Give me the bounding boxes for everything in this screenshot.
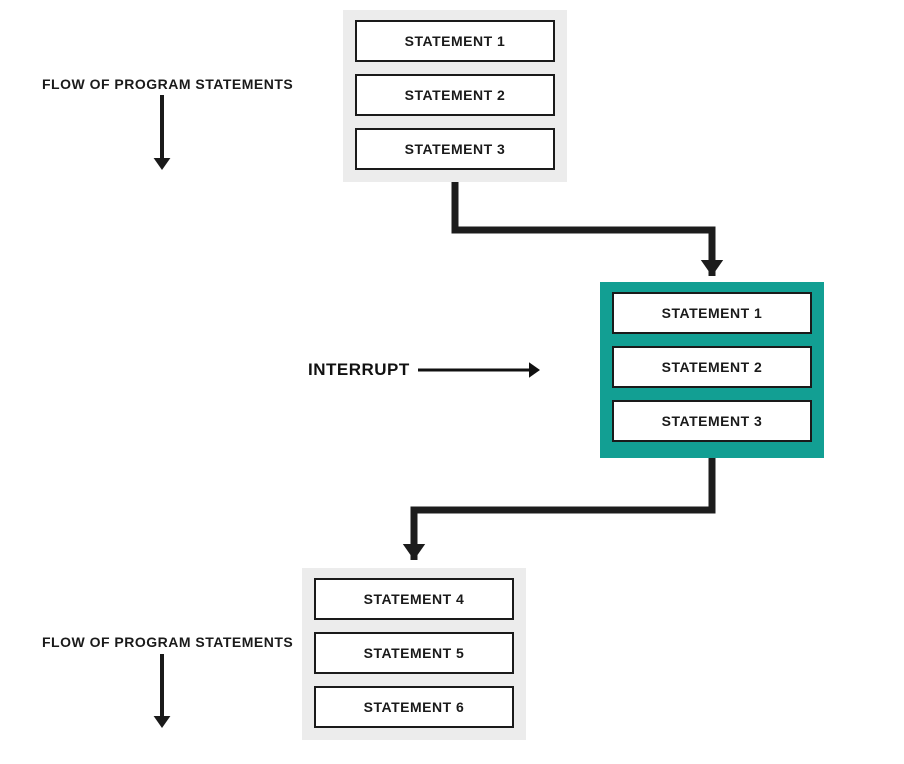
connectors-layer: [0, 0, 904, 764]
